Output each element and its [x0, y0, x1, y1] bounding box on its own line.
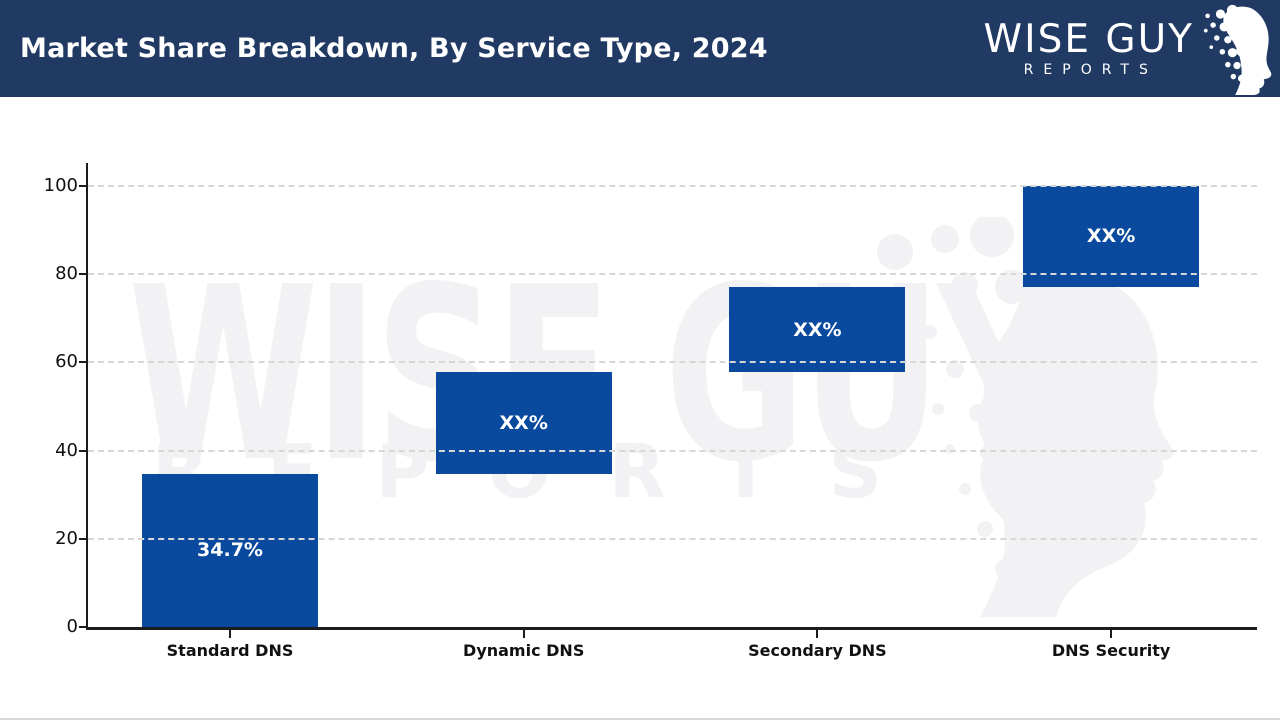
y-tick-40 — [79, 449, 88, 452]
bar-dns-security: XX% — [1023, 186, 1200, 287]
gridline-y-100 — [88, 185, 1257, 187]
y-tick-label-100: 100 — [43, 175, 78, 196]
x-axis-label-3: DNS Security — [1051, 641, 1171, 660]
x-tick-0 — [229, 630, 231, 638]
x-tick-2 — [816, 630, 819, 638]
gridline-y-20 — [88, 537, 1257, 540]
logo-name: WISE GUY — [983, 16, 1194, 62]
header-bar: Market Share Breakdown, By Service Type,… — [0, 0, 1280, 97]
bar-standard-dns: 34.7% — [142, 473, 318, 627]
bar-value-label: XX% — [499, 412, 548, 435]
x-axis-label-0: Standard DNS — [166, 641, 294, 660]
x-axis-label-2: Secondary DNS — [748, 641, 887, 660]
bar-value-label: XX% — [793, 318, 842, 341]
logo-text: WISE GUY REPORTS — [984, 20, 1194, 78]
y-axis-spine — [86, 163, 88, 629]
x-axis-label-1: Dynamic DNS — [463, 641, 585, 660]
page-title: Market Share Breakdown, By Service Type,… — [20, 33, 768, 64]
y-tick-60 — [79, 361, 88, 364]
chart-area: WISE GUY REPORTS 34.7%XX%XX%XX% 02040608… — [0, 97, 1280, 718]
logo-head-icon — [1203, 4, 1272, 95]
gridline-y-60 — [88, 361, 1257, 364]
x-tick-1 — [522, 630, 525, 638]
x-axis-spine — [86, 627, 1257, 630]
x-tick-3 — [1110, 630, 1113, 638]
y-tick-label-60: 60 — [55, 351, 78, 373]
y-tick-label-80: 80 — [55, 263, 78, 285]
y-tick-label-0: 0 — [66, 616, 78, 637]
bar-value-label: XX% — [1086, 225, 1136, 248]
y-tick-label-40: 40 — [55, 439, 78, 461]
bar-secondary-dns: XX% — [729, 286, 906, 373]
wise-guy-logo: WISE GUY REPORTS — [984, 3, 1272, 95]
bar-dynamic-dns: XX% — [435, 372, 612, 474]
y-tick-20 — [79, 537, 88, 540]
bar-value-label: 34.7% — [197, 539, 263, 562]
gridline-y-80 — [88, 273, 1257, 276]
bottom-border — [0, 718, 1280, 720]
y-tick-0 — [79, 626, 88, 628]
gridline-y-40 — [88, 449, 1257, 452]
y-tick-100 — [79, 185, 88, 187]
logo-subtitle: REPORTS — [1023, 61, 1158, 78]
y-tick-80 — [79, 273, 88, 276]
y-tick-label-20: 20 — [55, 527, 78, 549]
